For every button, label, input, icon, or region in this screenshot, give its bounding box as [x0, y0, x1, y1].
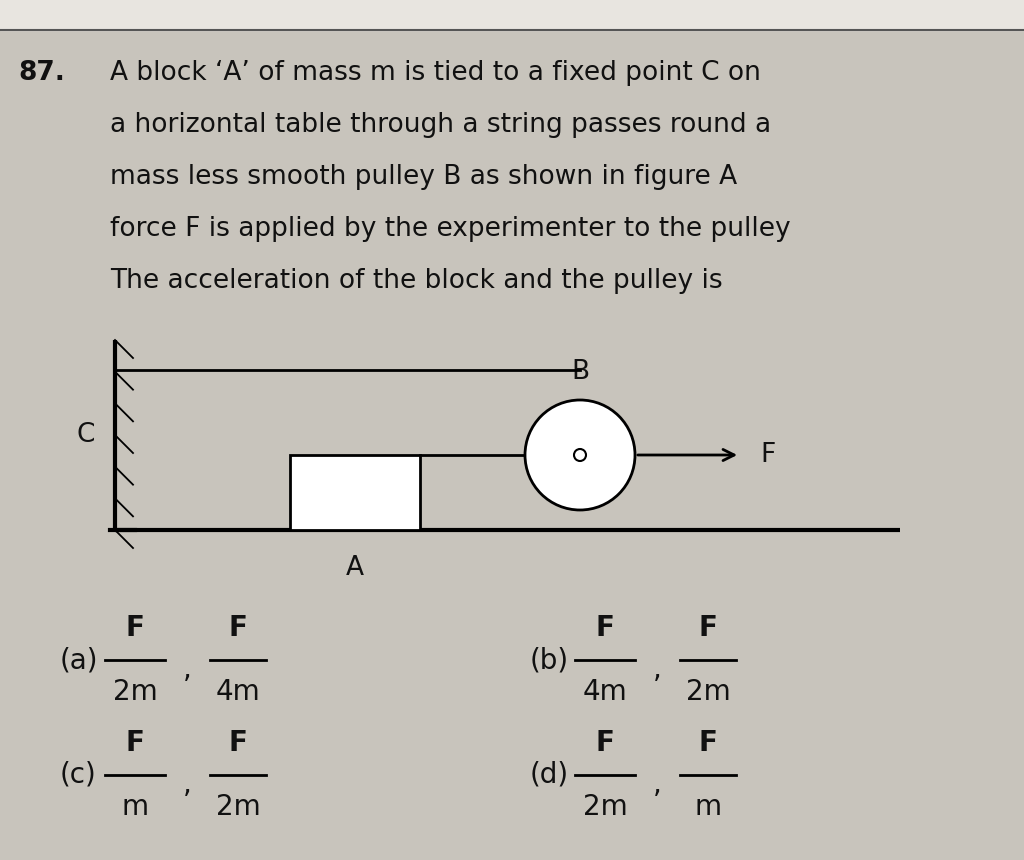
Text: 2m: 2m	[686, 678, 730, 706]
Text: A block ‘A’ of mass m is tied to a fixed point C on: A block ‘A’ of mass m is tied to a fixed…	[110, 60, 761, 86]
Text: F: F	[596, 614, 614, 642]
Text: F: F	[596, 729, 614, 757]
Text: The acceleration of the block and the pulley is: The acceleration of the block and the pu…	[110, 268, 723, 294]
Text: 2m: 2m	[216, 793, 260, 821]
Text: (d): (d)	[530, 761, 569, 789]
Text: (b): (b)	[530, 646, 569, 674]
Text: a horizontal table through a string passes round a: a horizontal table through a string pass…	[110, 112, 771, 138]
Text: ,: ,	[653, 771, 662, 799]
Text: 2m: 2m	[583, 793, 628, 821]
Text: m: m	[694, 793, 722, 821]
Text: m: m	[122, 793, 148, 821]
Text: F: F	[126, 729, 144, 757]
Text: B: B	[571, 359, 589, 385]
Text: F: F	[698, 729, 718, 757]
Text: F: F	[698, 614, 718, 642]
Text: mass less smooth pulley B as shown in figure A: mass less smooth pulley B as shown in fi…	[110, 164, 737, 190]
Polygon shape	[290, 455, 420, 530]
Text: A: A	[346, 555, 364, 581]
Text: F: F	[228, 614, 248, 642]
Circle shape	[525, 400, 635, 510]
Text: 4m: 4m	[216, 678, 260, 706]
Text: F: F	[228, 729, 248, 757]
Text: 2m: 2m	[113, 678, 158, 706]
Text: m: m	[343, 480, 368, 504]
Text: ,: ,	[653, 656, 662, 684]
Text: F: F	[126, 614, 144, 642]
Text: 87.: 87.	[18, 60, 65, 86]
Text: (a): (a)	[60, 646, 98, 674]
Circle shape	[574, 449, 586, 461]
Text: ,: ,	[183, 771, 191, 799]
Text: 4m: 4m	[583, 678, 628, 706]
Text: F: F	[760, 442, 775, 468]
Text: (c): (c)	[60, 761, 96, 789]
Text: force F is applied by the experimenter to the pulley: force F is applied by the experimenter t…	[110, 216, 791, 242]
Text: C: C	[77, 422, 95, 448]
Text: ,: ,	[183, 656, 191, 684]
